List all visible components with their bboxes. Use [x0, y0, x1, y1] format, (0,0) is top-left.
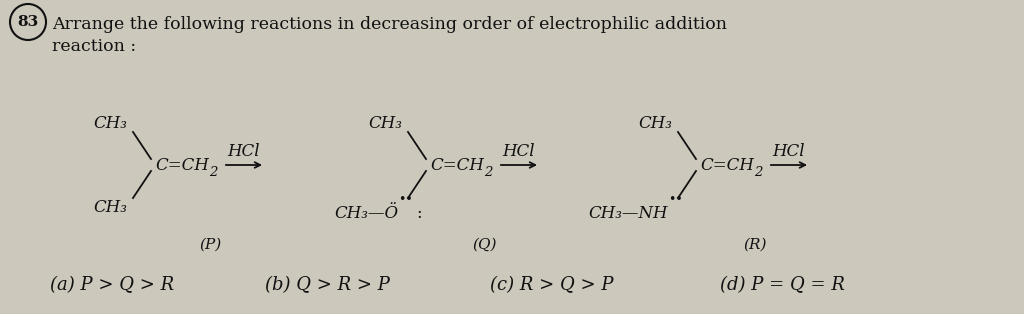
- Text: 2: 2: [209, 165, 217, 178]
- Text: C=CH: C=CH: [155, 156, 209, 174]
- Text: (a) P > Q > R: (a) P > Q > R: [50, 276, 174, 294]
- Text: C=CH: C=CH: [700, 156, 754, 174]
- Text: (c) R > Q > P: (c) R > Q > P: [490, 276, 613, 294]
- Text: HCl: HCl: [503, 143, 536, 160]
- Text: HCl: HCl: [773, 143, 805, 160]
- Text: :: :: [416, 204, 422, 221]
- Text: (R): (R): [743, 238, 767, 252]
- Text: 83: 83: [17, 15, 39, 29]
- Text: CH₃: CH₃: [368, 115, 402, 132]
- Text: CH₃—Ö: CH₃—Ö: [334, 204, 398, 221]
- Text: HCl: HCl: [227, 143, 260, 160]
- Text: (P): (P): [199, 238, 221, 252]
- Text: (b) Q > R > P: (b) Q > R > P: [265, 276, 390, 294]
- Text: CH₃: CH₃: [93, 115, 127, 132]
- Text: (Q): (Q): [473, 238, 498, 252]
- Text: CH₃: CH₃: [638, 115, 672, 132]
- Text: ••: ••: [669, 192, 683, 205]
- Text: 2: 2: [484, 165, 493, 178]
- Text: C=CH: C=CH: [430, 156, 484, 174]
- Text: ••: ••: [398, 192, 414, 205]
- Text: CH₃—NH: CH₃—NH: [589, 204, 668, 221]
- Text: (d) P = Q = R: (d) P = Q = R: [720, 276, 845, 294]
- Text: Arrange the following reactions in decreasing order of electrophilic addition: Arrange the following reactions in decre…: [52, 16, 727, 33]
- Text: reaction :: reaction :: [52, 38, 136, 55]
- Text: CH₃: CH₃: [93, 198, 127, 215]
- Text: 2: 2: [754, 165, 763, 178]
